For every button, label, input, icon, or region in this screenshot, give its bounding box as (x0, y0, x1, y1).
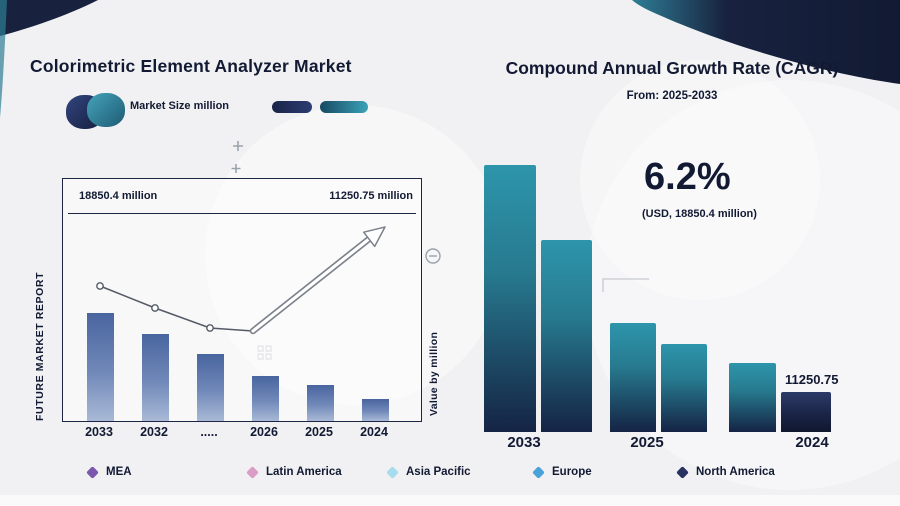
legend-item-label: Asia Pacific (406, 466, 471, 478)
right-bar-2024-a (729, 363, 776, 432)
pill-decoration-teal (320, 101, 368, 113)
legend-item-label: MEA (106, 466, 132, 478)
xlabel-left-2033: 2033 (85, 425, 113, 439)
left-edge-accent (0, 0, 7, 118)
xlabel-left-2025: 2025 (305, 425, 333, 439)
legend-diamond-icon (86, 465, 99, 479)
market-size-chart: 18850.4 million 11250.75 million (62, 178, 422, 422)
region-legend: MEA Latin America Asia Pacific Europe North … (0, 465, 900, 488)
cagr-title: Compound Annual Growth Rate (CAGR) (505, 58, 839, 78)
xlabel-left-.....: ..... (200, 425, 218, 439)
plus-icon (231, 141, 243, 173)
left-bar-2033 (87, 313, 114, 421)
right-bar-2025-a (610, 323, 656, 432)
legend-item-europe: Europe (532, 465, 592, 479)
legend-item-label: Europe (552, 466, 592, 478)
left-bar-..... (197, 354, 224, 421)
cagr-value: 6.2% (644, 156, 731, 198)
market-size-legend-label: Market Size million (130, 100, 230, 112)
bottom-strip (0, 495, 900, 506)
left-bar-2032 (142, 334, 169, 421)
annotation-11250: 11250.75 (785, 372, 839, 387)
xlabel-right-2024: 2024 (795, 434, 829, 451)
xlabel-right-2033: 2033 (507, 434, 541, 451)
cagr-subtitle: From: 2025-2033 (626, 90, 718, 102)
legend-diamond-icon (386, 465, 399, 479)
legend-diamond-icon (246, 465, 259, 479)
xlabel-left-2024: 2024 (360, 425, 388, 439)
market-size-icon (66, 93, 126, 131)
cagr-note: (USD, 18850.4 million) (642, 208, 757, 220)
right-bar-2025-b (661, 344, 707, 432)
annotation-2024-value: 11250.75 million (329, 190, 413, 202)
chart-header-divider (68, 213, 416, 214)
right-x-axis-labels: 2033 2025 2024 (0, 434, 900, 454)
xlabel-left-2026: 2026 (250, 425, 278, 439)
legend-item-asia-pacific: Asia Pacific (386, 465, 471, 479)
trend-line (99, 285, 254, 332)
right-bar-2033-a (484, 165, 536, 432)
legend-diamond-icon (676, 465, 689, 479)
corner-shape-top-left (0, 0, 98, 36)
circle-minus-icon (425, 248, 441, 264)
future-market-report-label: FUTURE MARKET REPORT (34, 271, 46, 421)
step-bracket-decoration (602, 278, 649, 292)
right-bar-2024-b (781, 392, 831, 432)
swoosh-circle (580, 60, 820, 300)
legend-diamond-icon (532, 465, 545, 479)
xlabel-left-2032: 2032 (140, 425, 168, 439)
trend-arrow-overlay (96, 226, 386, 335)
annotation-2033-value: 18850.4 million (79, 190, 158, 202)
left-x-axis-labels: 2033 2032..... 2026 2025 2024 (62, 425, 420, 443)
legend-item-label: Latin America (266, 466, 342, 478)
value-by-million-label: Value by million (428, 331, 440, 416)
legend-item-north-america: North America (676, 465, 775, 479)
pill-decoration-navy (272, 101, 312, 113)
left-chart-title: Colorimetric Element Analyzer Market (30, 56, 352, 76)
left-bar-2025 (307, 385, 334, 421)
corner-shape-top-right (632, 0, 900, 84)
legend-item-mea: MEA (86, 465, 132, 479)
legend-item-label: North America (696, 466, 775, 478)
disc-teal-icon (87, 93, 125, 127)
legend-item-latin-america: Latin America (246, 465, 342, 479)
growth-arrow-icon (249, 226, 386, 335)
left-bar-2024 (362, 399, 389, 421)
left-bar-2026 (252, 376, 279, 421)
trend-markers (96, 282, 214, 332)
xlabel-right-2025: 2025 (630, 434, 664, 451)
left-bars-container (63, 179, 421, 421)
right-bar-2033-b (541, 240, 592, 432)
